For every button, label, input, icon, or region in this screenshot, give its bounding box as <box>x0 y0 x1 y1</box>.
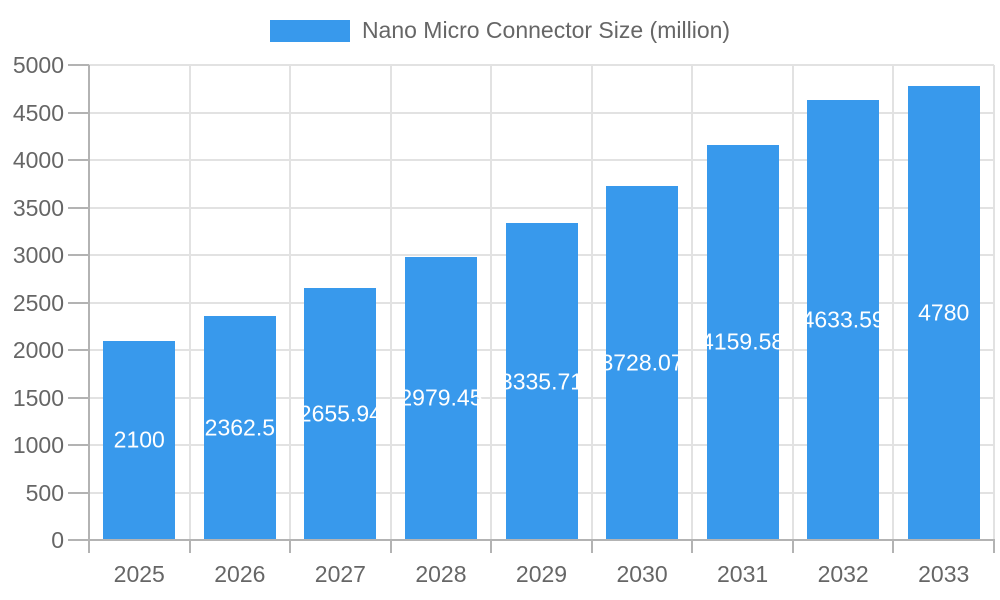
x-axis-tick <box>289 540 292 553</box>
x-axis-label: 2031 <box>717 561 769 587</box>
y-axis-tick <box>68 396 89 399</box>
x-axis-label: 2025 <box>113 561 165 587</box>
y-gridline <box>89 111 994 114</box>
y-gridline <box>89 206 994 209</box>
x-axis-line <box>88 539 995 541</box>
y-axis-label: 5000 <box>12 52 64 78</box>
x-gridline <box>590 65 593 540</box>
legend-label: Nano Micro Connector Size (million) <box>361 17 731 43</box>
bar-value-label: 2655.94 <box>298 400 382 427</box>
y-axis-tick <box>68 111 89 114</box>
y-axis-label: 2000 <box>12 337 64 363</box>
y-axis-tick <box>68 159 89 161</box>
x-axis-tick <box>188 540 191 553</box>
bar-2031[interactable] <box>706 144 779 540</box>
bar-2032[interactable] <box>807 99 880 540</box>
y-axis-tick <box>68 491 89 494</box>
y-axis-label: 2500 <box>12 289 64 316</box>
y-axis-label: 1000 <box>12 432 64 458</box>
x-axis-label: 2033 <box>918 561 970 587</box>
y-axis-tick <box>68 206 89 209</box>
y-axis-line <box>88 65 90 542</box>
x-axis-label: 2028 <box>415 561 467 587</box>
y-axis-label: 3000 <box>12 242 64 268</box>
x-gridline <box>188 65 191 540</box>
y-axis-label: 1500 <box>12 384 64 411</box>
y-axis-tick <box>68 64 89 66</box>
bar-value-label: 2979.45 <box>399 384 483 411</box>
x-axis-tick <box>691 540 694 553</box>
bar-2025[interactable] <box>103 340 176 540</box>
x-gridline <box>389 65 392 540</box>
y-axis-tick <box>68 444 89 446</box>
bar-2030[interactable] <box>606 185 679 540</box>
bar-value-label: 4780 <box>918 299 970 326</box>
bar-2029[interactable] <box>505 223 578 540</box>
x-gridline <box>791 65 794 540</box>
x-axis-tick <box>88 540 90 553</box>
y-axis-label: 4500 <box>12 99 64 126</box>
y-axis-tick <box>68 254 89 256</box>
x-axis-tick <box>993 540 995 553</box>
x-axis-label: 2029 <box>515 561 568 587</box>
y-axis-tick <box>68 539 89 541</box>
bar-value-label: 3728.07 <box>600 349 684 376</box>
y-axis-label: 0 <box>51 527 64 553</box>
x-gridline <box>289 65 292 540</box>
bar-value-label: 3335.71 <box>499 368 584 395</box>
y-gridline <box>89 64 994 66</box>
bar-2026[interactable] <box>203 315 276 540</box>
bar-2027[interactable] <box>304 287 377 540</box>
x-gridline <box>490 65 493 540</box>
bar-2033[interactable] <box>907 85 980 540</box>
bar-value-label: 4633.59 <box>801 306 885 333</box>
y-axis-label: 3500 <box>12 194 64 221</box>
y-axis-tick <box>68 349 89 351</box>
x-axis-label: 2032 <box>817 561 869 587</box>
x-axis-tick <box>490 540 493 553</box>
bar-value-label: 4159.58 <box>701 328 785 355</box>
bar-value-label: 2100 <box>113 426 165 453</box>
x-gridline <box>993 65 995 540</box>
x-axis-label: 2030 <box>616 561 668 587</box>
x-axis-tick <box>791 540 794 553</box>
x-axis-tick <box>389 540 392 553</box>
y-axis-label: 500 <box>25 479 64 506</box>
chart-legend[interactable]: Nano Micro Connector Size (million) <box>0 17 1000 44</box>
y-axis-tick <box>68 301 89 304</box>
bar-value-label: 2362.5 <box>204 414 276 441</box>
y-gridline <box>89 159 994 161</box>
x-axis-label: 2027 <box>314 561 366 587</box>
x-axis-tick <box>590 540 593 553</box>
x-gridline <box>691 65 694 540</box>
x-axis-label: 2026 <box>214 561 266 587</box>
bar-2028[interactable] <box>404 256 477 540</box>
x-axis-tick <box>892 540 895 553</box>
y-axis-label: 4000 <box>12 147 64 173</box>
x-gridline <box>892 65 895 540</box>
legend-swatch-icon <box>269 19 350 42</box>
